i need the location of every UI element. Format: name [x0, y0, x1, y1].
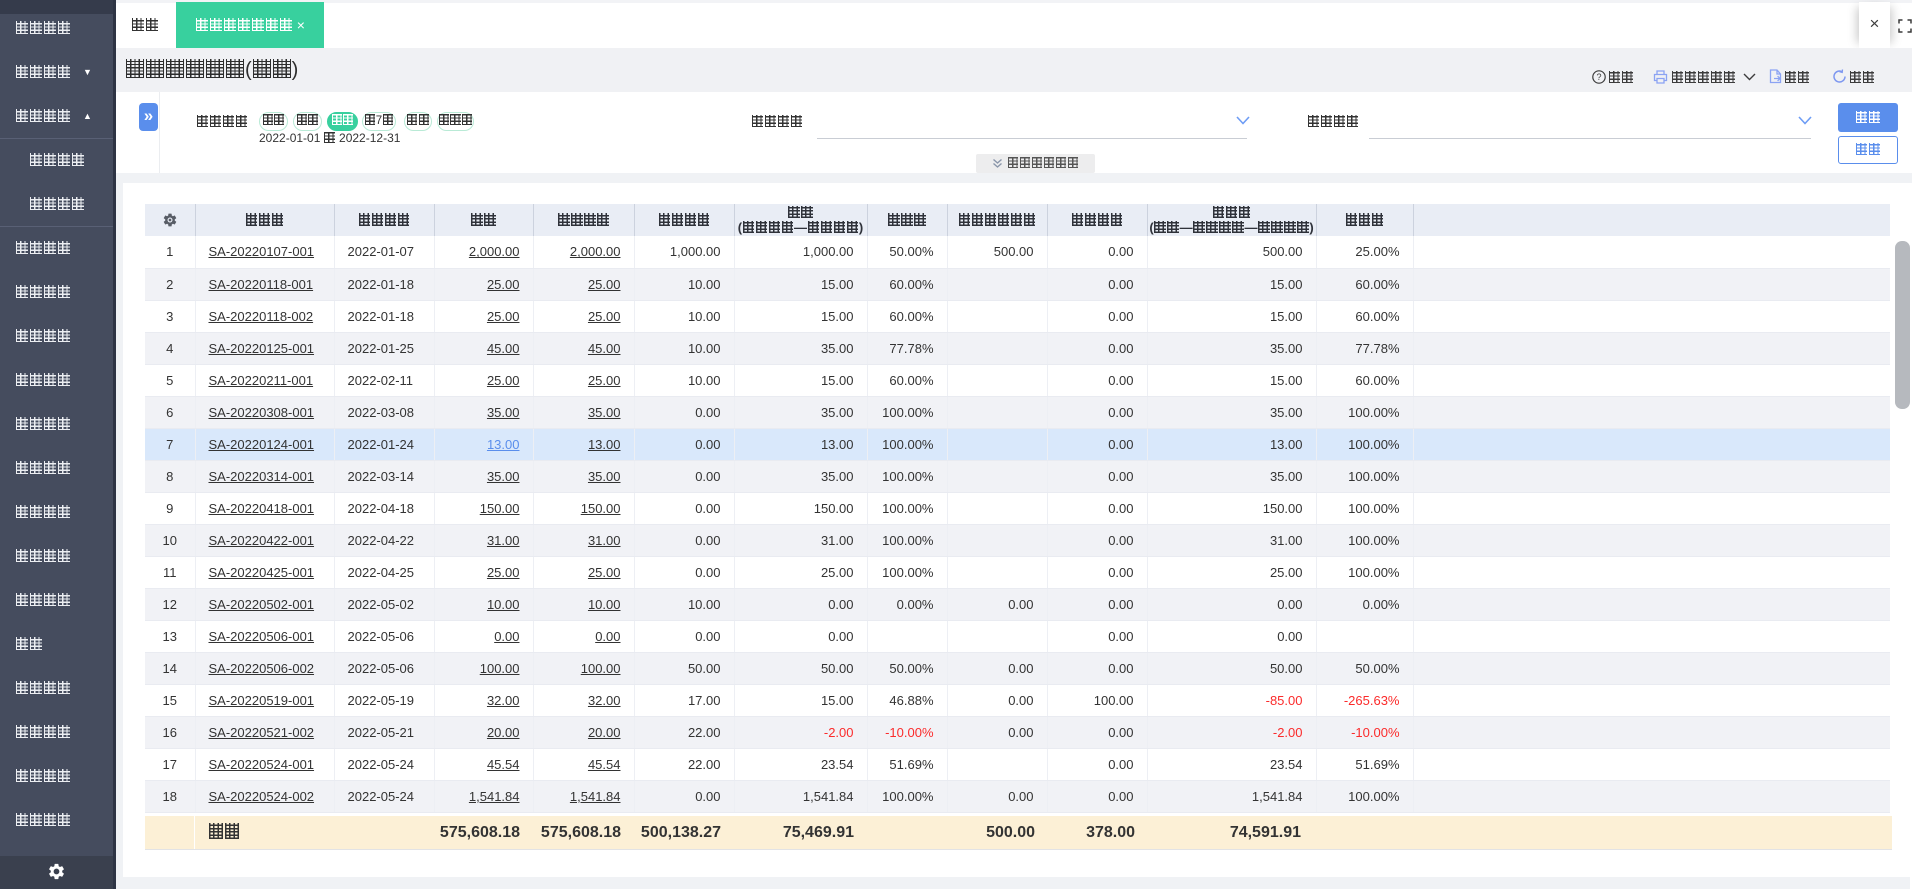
svg-text:?: ?	[1596, 72, 1601, 82]
